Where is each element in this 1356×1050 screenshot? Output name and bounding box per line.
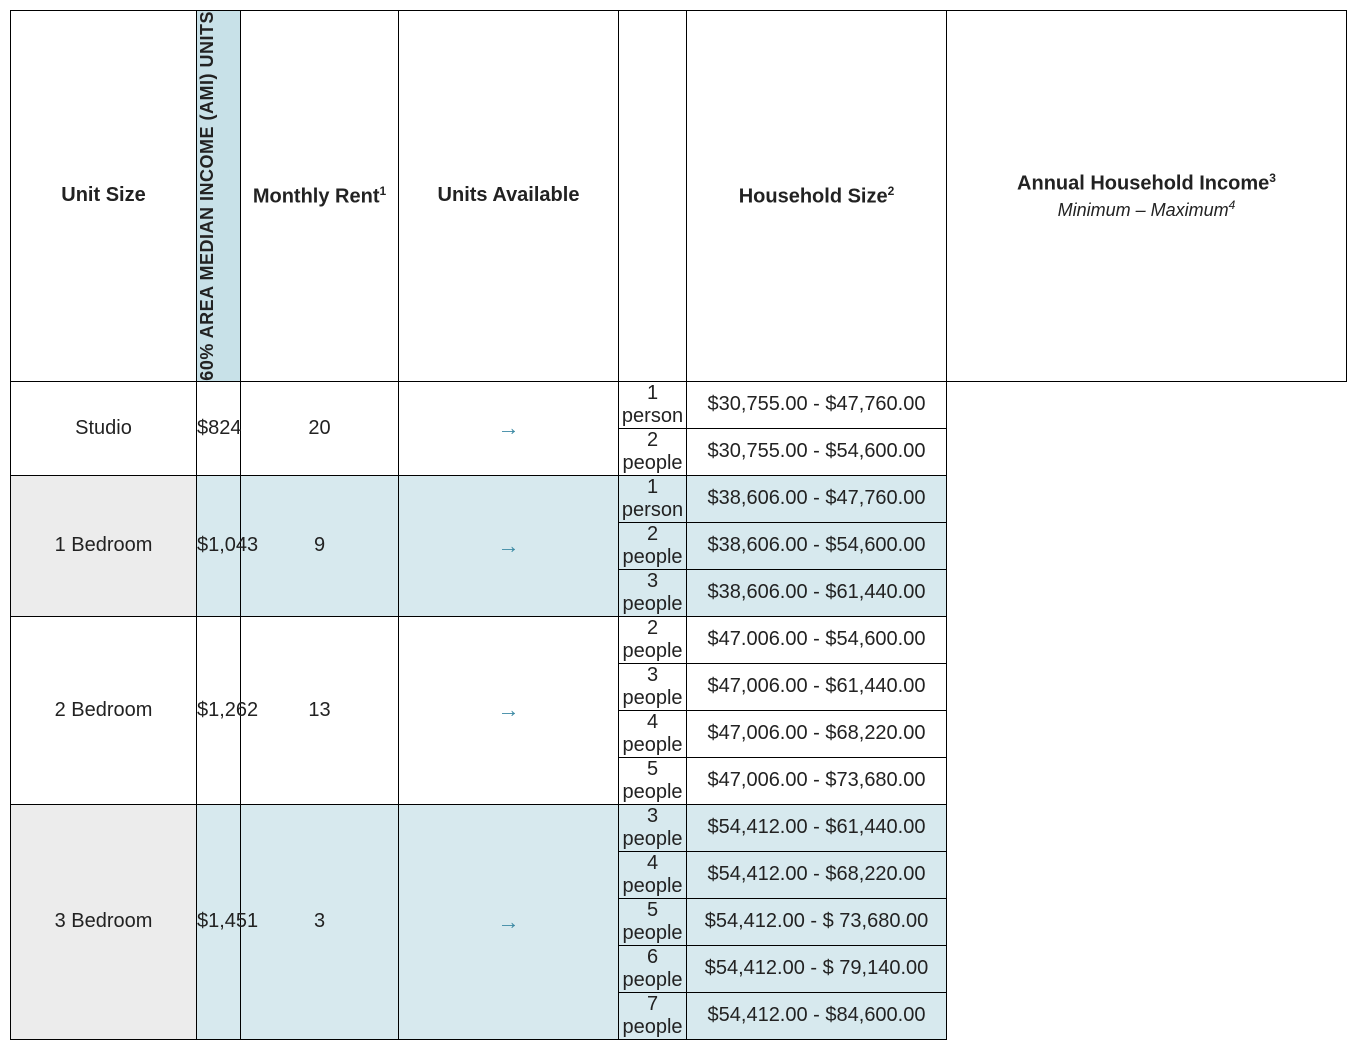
household-size-cell: 5 people <box>619 757 687 804</box>
household-size-cell: 3 people <box>619 569 687 616</box>
household-size-cell: 4 people <box>619 851 687 898</box>
header-annual-income-sub-sup: 4 <box>1229 198 1236 212</box>
monthly-rent-cell: $1,451 <box>197 804 241 1039</box>
units-available-cell: 3 <box>241 804 399 1039</box>
income-range-cell: $30,755.00 - $54,600.00 <box>687 428 947 475</box>
header-unit-size: Unit Size <box>11 11 197 382</box>
header-units-available: Units Available <box>399 11 619 382</box>
header-annual-income: Annual Household Income3 Minimum – Maxim… <box>947 11 1347 382</box>
household-size-cell: 2 people <box>619 522 687 569</box>
household-size-cell: 6 people <box>619 945 687 992</box>
household-size-cell: 5 people <box>619 898 687 945</box>
monthly-rent-cell: $824 <box>197 381 241 475</box>
ami-label-cell: 60% AREA MEDIAN INCOME (AMI) UNITS <box>197 11 241 382</box>
header-household-size: Household Size2 <box>687 11 947 382</box>
household-size-cell: 3 people <box>619 804 687 851</box>
header-household-size-label: Household Size <box>739 185 888 207</box>
arrow-icon: → <box>399 381 619 475</box>
household-size-cell: 4 people <box>619 710 687 757</box>
table-row: 1 Bedroom$1,0439→1 person$38,606.00 - $4… <box>11 475 1347 522</box>
unit-size-cell: Studio <box>11 381 197 475</box>
header-unit-size-label: Unit Size <box>61 184 145 206</box>
income-range-cell: $47,006.00 - $68,220.00 <box>687 710 947 757</box>
header-monthly-rent: Monthly Rent1 <box>241 11 399 382</box>
header-monthly-rent-sup: 1 <box>379 184 386 198</box>
header-arrow-spacer <box>619 11 687 382</box>
income-range-cell: $30,755.00 - $47,760.00 <box>687 381 947 428</box>
units-available-cell: 20 <box>241 381 399 475</box>
unit-size-cell: 2 Bedroom <box>11 616 197 804</box>
household-size-cell: 1 person <box>619 381 687 428</box>
household-size-cell: 7 people <box>619 992 687 1039</box>
income-range-cell: $54,412.00 - $ 79,140.00 <box>687 945 947 992</box>
monthly-rent-cell: $1,262 <box>197 616 241 804</box>
unit-size-cell: 3 Bedroom <box>11 804 197 1039</box>
household-size-cell: 2 people <box>619 616 687 663</box>
arrow-icon: → <box>399 475 619 616</box>
unit-size-cell: 1 Bedroom <box>11 475 197 616</box>
header-annual-income-sub: Minimum – Maximum <box>1058 200 1229 220</box>
table-row: Studio$82420→1 person$30,755.00 - $47,76… <box>11 381 1347 428</box>
income-range-cell: $54,412.00 - $84,600.00 <box>687 992 947 1039</box>
income-range-cell: $47,006.00 - $61,440.00 <box>687 663 947 710</box>
monthly-rent-cell: $1,043 <box>197 475 241 616</box>
header-units-available-label: Units Available <box>438 184 580 206</box>
household-size-cell: 1 person <box>619 475 687 522</box>
income-range-cell: $38,606.00 - $54,600.00 <box>687 522 947 569</box>
income-range-cell: $38,606.00 - $61,440.00 <box>687 569 947 616</box>
household-size-cell: 3 people <box>619 663 687 710</box>
header-household-size-sup: 2 <box>888 184 895 198</box>
header-annual-income-label: Annual Household Income <box>1017 173 1269 195</box>
header-annual-income-sup: 3 <box>1269 171 1276 185</box>
header-row: Unit Size 60% AREA MEDIAN INCOME (AMI) U… <box>11 11 1347 382</box>
income-range-cell: $54,412.00 - $61,440.00 <box>687 804 947 851</box>
table-row: 3 Bedroom$1,4513→3 people$54,412.00 - $6… <box>11 804 1347 851</box>
income-range-cell: $47,006.00 - $73,680.00 <box>687 757 947 804</box>
arrow-icon: → <box>399 616 619 804</box>
table-row: 2 Bedroom$1,26213→2 people$47.006.00 - $… <box>11 616 1347 663</box>
income-range-cell: $54,412.00 - $ 73,680.00 <box>687 898 947 945</box>
household-size-cell: 2 people <box>619 428 687 475</box>
units-available-cell: 9 <box>241 475 399 616</box>
header-monthly-rent-label: Monthly Rent <box>253 185 380 207</box>
income-range-cell: $47.006.00 - $54,600.00 <box>687 616 947 663</box>
ami-units-table: Unit Size 60% AREA MEDIAN INCOME (AMI) U… <box>10 10 1347 1040</box>
ami-label: 60% AREA MEDIAN INCOME (AMI) UNITS <box>197 11 218 381</box>
income-range-cell: $38,606.00 - $47,760.00 <box>687 475 947 522</box>
units-available-cell: 13 <box>241 616 399 804</box>
income-range-cell: $54,412.00 - $68,220.00 <box>687 851 947 898</box>
arrow-icon: → <box>399 804 619 1039</box>
